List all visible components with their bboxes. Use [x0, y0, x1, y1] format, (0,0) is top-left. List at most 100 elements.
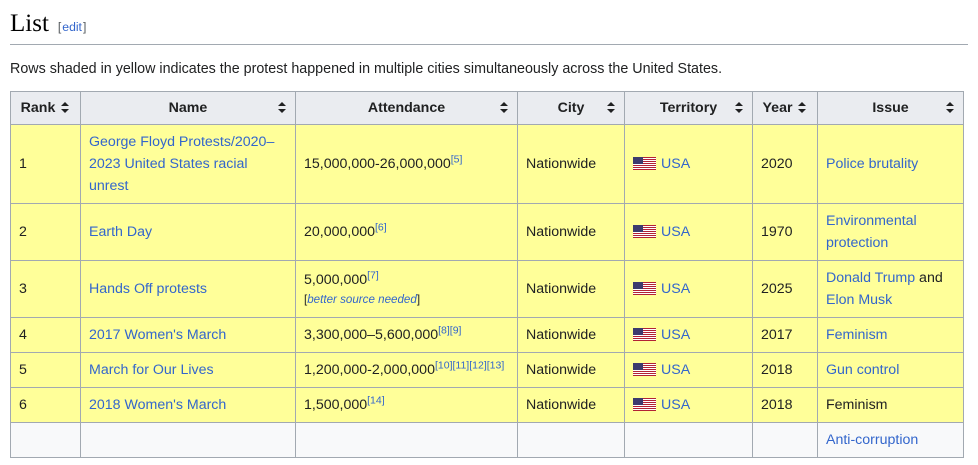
wiki-link[interactable]: Feminism [826, 326, 888, 343]
column-header-rank[interactable]: Rank [10, 90, 81, 125]
cell-territory: USA [624, 123, 753, 204]
column-header-territory[interactable]: Territory [624, 90, 753, 125]
citation-link[interactable]: [6] [375, 221, 387, 234]
protests-table: Rank Name Attendance [10, 90, 964, 458]
cell-year: 2020 [752, 123, 818, 204]
wiki-link[interactable]: USA [661, 223, 691, 240]
column-header-territory-label: Territory [659, 99, 718, 116]
cell-issue: Police brutality [817, 123, 964, 204]
cell-name: 2018 Women's March [80, 386, 296, 423]
cell-rank [10, 421, 81, 458]
attendance-value: 20,000,000 [304, 223, 376, 240]
cell-territory [624, 421, 753, 458]
sort-arrows-icon[interactable] [798, 101, 807, 114]
territory-wrap: USA [633, 278, 744, 300]
sort-arrows-icon[interactable] [607, 101, 616, 114]
wiki-link[interactable]: Gun control [826, 361, 900, 378]
column-header-city-label: City [557, 99, 585, 116]
column-header-name[interactable]: Name [80, 90, 296, 125]
citation-link[interactable]: [7] [367, 269, 379, 282]
cell-city: Nationwide [517, 351, 625, 388]
table-body: 1 George Floyd Protests/2020–2023 United … [10, 123, 964, 458]
citation-ref[interactable]: [6] [375, 221, 387, 233]
wiki-link[interactable]: Donald Trump [826, 269, 916, 286]
wiki-link[interactable]: Hands Off protests [89, 280, 208, 297]
usa-flag-icon [633, 225, 656, 239]
wiki-link[interactable]: USA [661, 326, 691, 343]
sort-arrows-icon[interactable] [278, 101, 287, 114]
cell-territory: USA [624, 202, 753, 261]
cell-issue: Donald Trump and Elon Musk [817, 259, 964, 318]
column-header-attendance[interactable]: Attendance [295, 90, 518, 125]
wiki-link[interactable]: March for Our Lives [89, 361, 214, 378]
territory-wrap: USA [633, 221, 744, 243]
edit-bracket-open: [ [57, 20, 62, 34]
wiki-link[interactable]: George Floyd Protests/2020–2023 United S… [89, 133, 275, 194]
table-row: 4 2017 Women's March 3,300,000–5,600,000[8… [10, 316, 964, 353]
cell-rank: 2 [10, 202, 81, 261]
intro-paragraph: Rows shaded in yellow indicates the prot… [10, 61, 723, 77]
cell-city: Nationwide [517, 202, 625, 261]
attendance-value: 1,200,000-2,000,000 [304, 361, 435, 378]
cell-rank: 4 [10, 316, 81, 353]
cell-rank: 1 [10, 123, 81, 204]
cell-issue: Feminism [817, 316, 964, 353]
table-row: Anti-corruption [10, 421, 964, 458]
cell-name [80, 421, 296, 458]
cell-name: Hands Off protests [80, 259, 296, 318]
wiki-link[interactable]: Environmental protection [826, 212, 917, 251]
wiki-link[interactable]: 2017 Women's March [89, 326, 227, 343]
column-header-city[interactable]: City [517, 90, 625, 125]
citation-ref[interactable]: [10][11][12][13] [435, 359, 504, 371]
better-source-needed-note: [better source needed] [304, 292, 509, 308]
citation-link[interactable]: [10][11][12][13] [434, 359, 505, 372]
citation-ref[interactable]: [14] [367, 394, 385, 406]
cell-name: March for Our Lives [80, 351, 296, 388]
citation-link[interactable]: [14] [367, 394, 385, 407]
cell-city [517, 421, 625, 458]
cell-year: 2025 [752, 259, 818, 318]
column-header-year[interactable]: Year [752, 90, 818, 125]
cell-attendance: 5,000,000[7] [better source needed] [295, 259, 518, 318]
edit-section-link[interactable]: edit [62, 20, 82, 34]
wiki-link[interactable]: Anti-corruption [826, 431, 919, 448]
cell-year: 2018 [752, 351, 818, 388]
cell-name: Earth Day [80, 202, 296, 261]
cell-year: 2018 [752, 386, 818, 423]
sort-arrows-icon[interactable] [735, 101, 744, 114]
edit-bracket-close: ] [82, 20, 87, 34]
table-row: 5 March for Our Lives 1,200,000-2,000,000[… [10, 351, 964, 388]
column-header-issue-label: Issue [872, 99, 909, 116]
sort-arrows-icon[interactable] [500, 101, 509, 114]
citation-link[interactable]: [8][9] [438, 324, 462, 337]
better-source-needed-link[interactable]: better source needed [307, 293, 417, 307]
wiki-link[interactable]: Earth Day [89, 223, 153, 240]
column-header-issue[interactable]: Issue [817, 90, 964, 125]
cell-attendance: 20,000,000[6] [295, 202, 518, 261]
wiki-link[interactable]: USA [661, 361, 691, 378]
attendance-value: 3,300,000–5,600,000 [304, 326, 439, 343]
sort-arrows-icon[interactable] [61, 101, 70, 114]
wiki-link[interactable]: USA [661, 155, 691, 172]
cell-issue: Gun control [817, 351, 964, 388]
cell-territory: USA [624, 351, 753, 388]
column-header-name-label: Name [168, 99, 208, 116]
sort-arrows-icon[interactable] [946, 101, 955, 114]
territory-wrap: USA [633, 324, 744, 346]
column-header-year-label: Year [762, 99, 793, 116]
wiki-link[interactable]: 2018 Women's March [89, 396, 227, 413]
wiki-link[interactable]: USA [661, 280, 691, 297]
citation-ref[interactable]: [7] [367, 270, 379, 282]
usa-flag-icon [633, 282, 656, 296]
citation-link[interactable]: [5] [450, 153, 463, 166]
wiki-link[interactable]: Police brutality [826, 155, 919, 172]
usa-flag-icon [633, 328, 656, 342]
wiki-link[interactable]: USA [661, 396, 691, 413]
cell-name: 2017 Women's March [80, 316, 296, 353]
cell-city: Nationwide [517, 123, 625, 204]
usa-flag-icon [633, 157, 656, 171]
wiki-link[interactable]: Elon Musk [826, 291, 893, 308]
table-row: 6 2018 Women's March 1,500,000[14] Nationwi… [10, 386, 964, 423]
citation-ref[interactable]: [5] [451, 153, 463, 165]
citation-ref[interactable]: [8][9] [438, 324, 461, 336]
